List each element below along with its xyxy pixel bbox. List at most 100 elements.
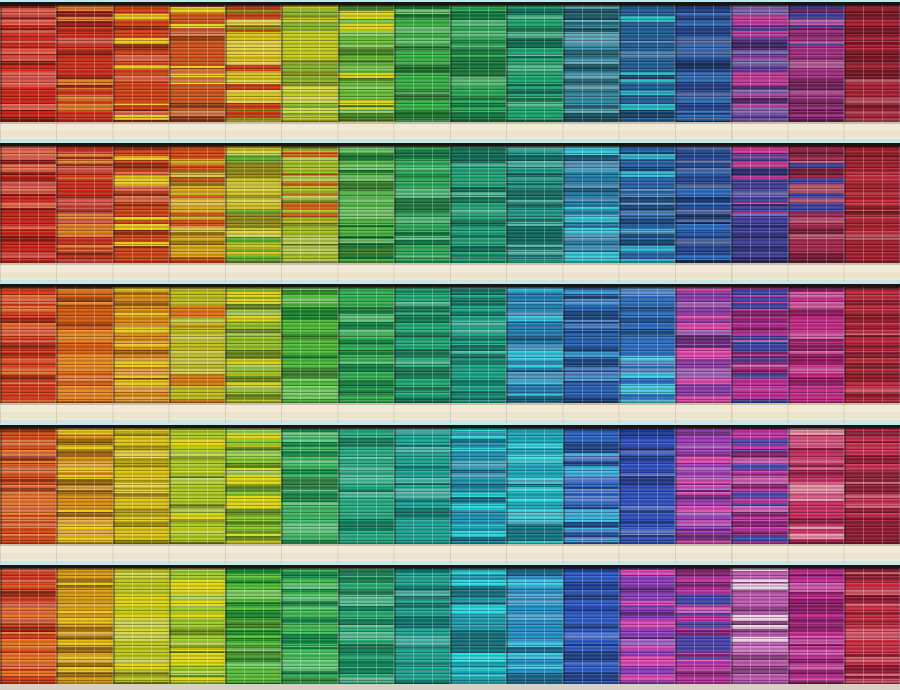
louver-panel-strip xyxy=(0,5,900,122)
facade-base-strip xyxy=(0,684,900,690)
louver-panel xyxy=(0,568,57,684)
louver-panel xyxy=(0,287,57,403)
louver-panel xyxy=(168,287,225,403)
louver-panel xyxy=(562,568,619,684)
glass-highlight-line xyxy=(0,563,900,565)
louver-panel xyxy=(225,5,282,122)
louver-panel xyxy=(450,428,507,544)
louver-panel xyxy=(843,568,900,684)
louver-panel-strip xyxy=(0,568,900,684)
louver-panel xyxy=(337,287,394,403)
louver-panel xyxy=(393,428,450,544)
louver-panel xyxy=(393,568,450,684)
louver-band-4 xyxy=(0,423,900,544)
glass-highlight-line xyxy=(0,0,900,2)
louver-panel xyxy=(618,428,675,544)
louver-panel xyxy=(731,428,788,544)
louver-panel xyxy=(450,5,507,122)
louver-panel xyxy=(506,568,563,684)
louver-panel xyxy=(450,146,507,263)
louver-band-2 xyxy=(0,141,900,263)
louver-panel xyxy=(56,428,113,544)
louver-panel xyxy=(112,568,169,684)
louver-band-3 xyxy=(0,282,900,403)
louver-panel xyxy=(225,146,282,263)
louver-panel xyxy=(618,287,675,403)
louver-panel xyxy=(0,428,57,544)
louver-panel xyxy=(562,146,619,263)
concrete-ledge-3 xyxy=(0,403,900,423)
louver-panel xyxy=(843,146,900,263)
louver-panel xyxy=(787,287,844,403)
louver-panel xyxy=(450,568,507,684)
band-top-shadow-line xyxy=(0,2,900,5)
louver-panel xyxy=(675,146,732,263)
louver-panel xyxy=(168,428,225,544)
glass-highlight-line xyxy=(0,282,900,284)
louver-panel xyxy=(618,568,675,684)
louver-panel xyxy=(225,287,282,403)
louver-panel xyxy=(731,568,788,684)
band-top-shadow-line xyxy=(0,565,900,568)
concrete-ledge-2 xyxy=(0,263,900,282)
louver-band-5 xyxy=(0,563,900,684)
band-top-shadow-line xyxy=(0,425,900,428)
louver-panel xyxy=(112,287,169,403)
louver-panel xyxy=(787,5,844,122)
louver-panel xyxy=(562,5,619,122)
glass-highlight-line xyxy=(0,141,900,143)
louver-panel xyxy=(675,568,732,684)
band-top-shadow-line xyxy=(0,284,900,287)
louver-panel xyxy=(675,287,732,403)
louver-panel xyxy=(731,146,788,263)
glass-highlight-line xyxy=(0,423,900,425)
louver-panel xyxy=(337,568,394,684)
louver-panel xyxy=(506,146,563,263)
louver-panel xyxy=(731,287,788,403)
louver-panel xyxy=(337,428,394,544)
louver-panel xyxy=(731,5,788,122)
band-top-shadow-line xyxy=(0,143,900,146)
louver-panel xyxy=(0,5,57,122)
louver-panel xyxy=(675,428,732,544)
louver-panel xyxy=(843,428,900,544)
louver-panel-strip xyxy=(0,428,900,544)
louver-panel xyxy=(787,146,844,263)
louver-panel xyxy=(393,5,450,122)
louver-panel xyxy=(281,568,338,684)
louver-panel xyxy=(112,428,169,544)
louver-panel xyxy=(56,568,113,684)
louver-panel xyxy=(787,568,844,684)
louver-panel xyxy=(843,287,900,403)
louver-panel xyxy=(168,5,225,122)
louver-panel xyxy=(112,146,169,263)
louver-panel xyxy=(393,287,450,403)
louver-panel-strip xyxy=(0,287,900,403)
louver-panel xyxy=(56,5,113,122)
louver-panel xyxy=(225,568,282,684)
louver-panel xyxy=(787,428,844,544)
louver-band-1 xyxy=(0,0,900,122)
louver-panel xyxy=(843,5,900,122)
louver-panel xyxy=(675,5,732,122)
louver-panel xyxy=(393,146,450,263)
louver-panel xyxy=(562,287,619,403)
louver-panel xyxy=(281,5,338,122)
louver-panel xyxy=(56,146,113,263)
louver-panel xyxy=(0,146,57,263)
louver-panel xyxy=(168,568,225,684)
louver-panel xyxy=(450,287,507,403)
louver-panel xyxy=(281,146,338,263)
louver-panel-strip xyxy=(0,146,900,263)
louver-panel xyxy=(562,428,619,544)
louver-panel xyxy=(506,287,563,403)
louver-panel xyxy=(56,287,113,403)
louver-panel xyxy=(506,428,563,544)
concrete-ledge-4 xyxy=(0,544,900,563)
louver-panel xyxy=(168,146,225,263)
louver-panel xyxy=(225,428,282,544)
louver-panel xyxy=(506,5,563,122)
louver-panel xyxy=(618,146,675,263)
louver-panel xyxy=(337,5,394,122)
